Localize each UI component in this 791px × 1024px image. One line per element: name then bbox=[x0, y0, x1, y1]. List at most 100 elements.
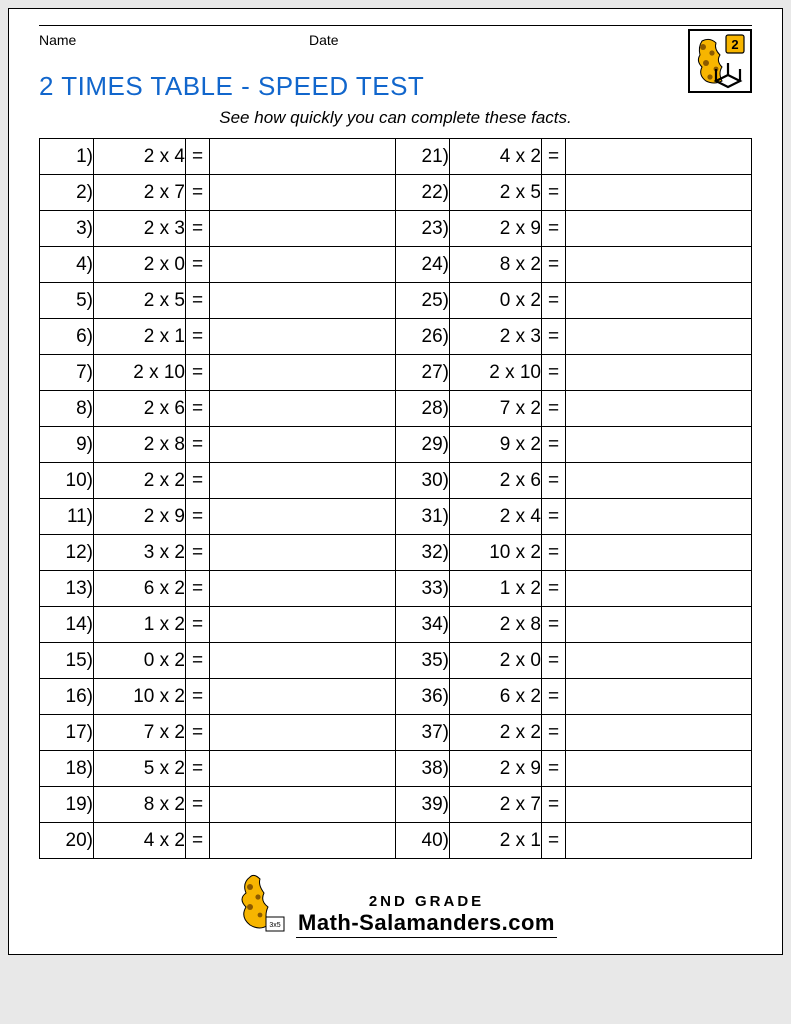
salamander-logo-icon: 2 bbox=[692, 33, 748, 89]
problem-expression: 1 x 2 bbox=[450, 571, 542, 607]
problem-expression: 2 x 7 bbox=[450, 787, 542, 823]
table-row: 17)7 x 2=37)2 x 2= bbox=[40, 715, 752, 751]
problem-expression: 10 x 2 bbox=[450, 535, 542, 571]
answer-blank[interactable] bbox=[210, 535, 396, 571]
answer-blank[interactable] bbox=[210, 355, 396, 391]
problem-expression: 2 x 1 bbox=[450, 823, 542, 859]
problem-number: 39) bbox=[396, 787, 450, 823]
equals-sign: = bbox=[186, 319, 210, 355]
answer-blank[interactable] bbox=[566, 355, 752, 391]
table-row: 5)2 x 5=25)0 x 2= bbox=[40, 283, 752, 319]
equals-sign: = bbox=[542, 427, 566, 463]
answer-blank[interactable] bbox=[566, 319, 752, 355]
table-row: 11)2 x 9=31)2 x 4= bbox=[40, 499, 752, 535]
answer-blank[interactable] bbox=[566, 679, 752, 715]
problem-number: 30) bbox=[396, 463, 450, 499]
equals-sign: = bbox=[186, 643, 210, 679]
answer-blank[interactable] bbox=[566, 139, 752, 175]
answer-blank[interactable] bbox=[566, 175, 752, 211]
answer-blank[interactable] bbox=[566, 787, 752, 823]
equals-sign: = bbox=[186, 283, 210, 319]
answer-blank[interactable] bbox=[210, 463, 396, 499]
answer-blank[interactable] bbox=[566, 247, 752, 283]
answer-blank[interactable] bbox=[210, 427, 396, 463]
answer-blank[interactable] bbox=[210, 679, 396, 715]
problem-expression: 5 x 2 bbox=[94, 751, 186, 787]
answer-blank[interactable] bbox=[566, 607, 752, 643]
problem-number: 18) bbox=[40, 751, 94, 787]
answer-blank[interactable] bbox=[566, 823, 752, 859]
problem-number: 27) bbox=[396, 355, 450, 391]
equals-sign: = bbox=[186, 427, 210, 463]
equals-sign: = bbox=[186, 607, 210, 643]
answer-blank[interactable] bbox=[566, 499, 752, 535]
table-row: 1)2 x 4=21)4 x 2= bbox=[40, 139, 752, 175]
problem-expression: 6 x 2 bbox=[450, 679, 542, 715]
equals-sign: = bbox=[542, 391, 566, 427]
problem-expression: 2 x 4 bbox=[450, 499, 542, 535]
problem-number: 22) bbox=[396, 175, 450, 211]
equals-sign: = bbox=[186, 823, 210, 859]
answer-blank[interactable] bbox=[566, 391, 752, 427]
equals-sign: = bbox=[186, 751, 210, 787]
problem-number: 15) bbox=[40, 643, 94, 679]
answer-blank[interactable] bbox=[210, 283, 396, 319]
problem-number: 9) bbox=[40, 427, 94, 463]
problem-number: 28) bbox=[396, 391, 450, 427]
problem-number: 34) bbox=[396, 607, 450, 643]
answer-blank[interactable] bbox=[210, 787, 396, 823]
problem-number: 8) bbox=[40, 391, 94, 427]
problem-number: 13) bbox=[40, 571, 94, 607]
table-row: 2)2 x 7=22)2 x 5= bbox=[40, 175, 752, 211]
equals-sign: = bbox=[186, 211, 210, 247]
problem-expression: 1 x 2 bbox=[94, 607, 186, 643]
answer-blank[interactable] bbox=[566, 751, 752, 787]
answer-blank[interactable] bbox=[566, 427, 752, 463]
answer-blank[interactable] bbox=[210, 571, 396, 607]
answer-blank[interactable] bbox=[210, 391, 396, 427]
answer-blank[interactable] bbox=[210, 175, 396, 211]
problem-expression: 2 x 3 bbox=[450, 319, 542, 355]
answer-blank[interactable] bbox=[210, 319, 396, 355]
page-title: 2 TIMES TABLE - SPEED TEST bbox=[39, 71, 752, 102]
problem-number: 20) bbox=[40, 823, 94, 859]
svg-text:2: 2 bbox=[731, 37, 738, 52]
equals-sign: = bbox=[542, 715, 566, 751]
answer-blank[interactable] bbox=[210, 751, 396, 787]
answer-blank[interactable] bbox=[566, 463, 752, 499]
table-row: 16)10 x 2=36)6 x 2= bbox=[40, 679, 752, 715]
name-label: Name bbox=[39, 32, 309, 48]
answer-blank[interactable] bbox=[566, 283, 752, 319]
answer-blank[interactable] bbox=[210, 247, 396, 283]
answer-blank[interactable] bbox=[210, 823, 396, 859]
answer-blank[interactable] bbox=[210, 211, 396, 247]
answer-blank[interactable] bbox=[210, 607, 396, 643]
equals-sign: = bbox=[542, 211, 566, 247]
table-row: 13)6 x 2=33)1 x 2= bbox=[40, 571, 752, 607]
equals-sign: = bbox=[186, 391, 210, 427]
answer-blank[interactable] bbox=[566, 535, 752, 571]
answer-blank[interactable] bbox=[566, 715, 752, 751]
answer-blank[interactable] bbox=[566, 643, 752, 679]
answer-blank[interactable] bbox=[566, 211, 752, 247]
problem-expression: 2 x 3 bbox=[94, 211, 186, 247]
equals-sign: = bbox=[542, 571, 566, 607]
problem-expression: 0 x 2 bbox=[450, 283, 542, 319]
equals-sign: = bbox=[542, 355, 566, 391]
equals-sign: = bbox=[186, 715, 210, 751]
answer-blank[interactable] bbox=[210, 499, 396, 535]
equals-sign: = bbox=[542, 499, 566, 535]
problem-number: 40) bbox=[396, 823, 450, 859]
problem-expression: 2 x 4 bbox=[94, 139, 186, 175]
problem-expression: 2 x 0 bbox=[94, 247, 186, 283]
date-label: Date bbox=[309, 32, 752, 48]
table-row: 6)2 x 1=26)2 x 3= bbox=[40, 319, 752, 355]
problem-expression: 4 x 2 bbox=[450, 139, 542, 175]
problem-expression: 2 x 2 bbox=[94, 463, 186, 499]
problem-number: 17) bbox=[40, 715, 94, 751]
answer-blank[interactable] bbox=[210, 643, 396, 679]
answer-blank[interactable] bbox=[210, 715, 396, 751]
answer-blank[interactable] bbox=[566, 571, 752, 607]
worksheet-page: Name Date 2 2 TIMES TABLE - SPEED TEST S… bbox=[8, 8, 783, 955]
answer-blank[interactable] bbox=[210, 139, 396, 175]
